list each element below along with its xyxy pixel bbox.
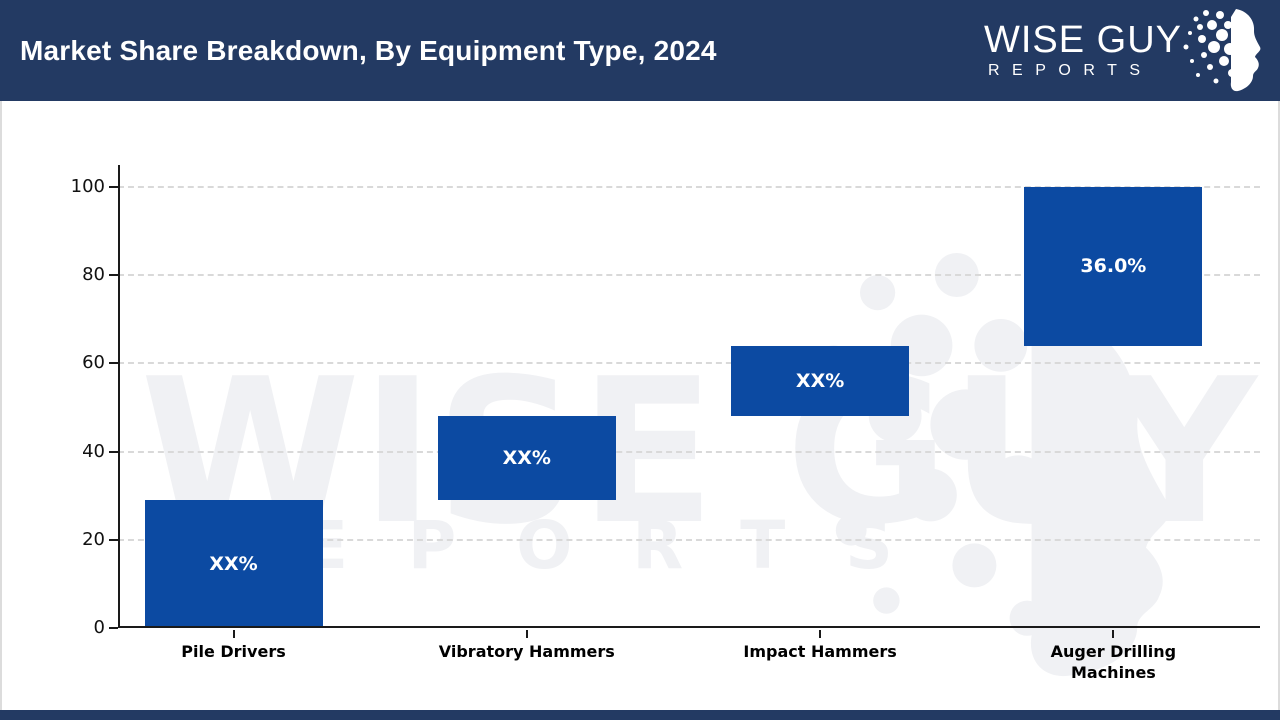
x-tick: [819, 630, 822, 638]
bar-segment: XX%: [731, 345, 910, 417]
x-tick: [1112, 630, 1115, 638]
bar-segment: XX%: [144, 500, 323, 628]
y-tick-100: [109, 186, 118, 188]
y-axis-line: [118, 165, 120, 628]
watermark-face-icon: [802, 248, 1170, 677]
y-tick-40: [109, 450, 118, 453]
gridline-40: [118, 450, 1260, 453]
y-tick-80: [109, 274, 118, 277]
bar-value-label: XX%: [795, 370, 845, 393]
x-tick: [525, 630, 528, 638]
bar-segment: XX%: [437, 416, 616, 501]
logo-subtitle: REPORTS: [987, 62, 1153, 79]
bar-value-label: XX%: [209, 553, 258, 576]
y-tick-label-100: 100: [70, 176, 105, 197]
y-tick-label-20: 20: [82, 528, 105, 550]
x-axis-line: [118, 626, 1260, 628]
bar-value-label: 36.0%: [1080, 255, 1147, 278]
x-category-label: Impact Hammers: [743, 642, 897, 661]
footer-band: [0, 710, 1280, 720]
chart-card: WISE GUY REPORTS 0 20 40 60 80 100 XX% XX% XX% 36…: [0, 101, 1280, 710]
gridline-20: [118, 538, 1260, 541]
y-tick-label-0: 0: [93, 617, 105, 638]
plot-area: 0 20 40 60 80 100 XX% XX% XX% 36.0% Pile Drivers Vi…: [2, 101, 1280, 710]
x-category-label: Auger Drilling Machines: [1050, 642, 1177, 682]
wiseguy-logo-text: WISE GUY REPORTS: [984, 21, 1182, 80]
x-tick: [232, 630, 235, 638]
x-category-label: Pile Drivers: [181, 642, 286, 661]
wiseguy-logo: WISE GUY REPORTS: [984, 5, 1280, 97]
gridline-100: [118, 186, 1260, 188]
x-category-label: Vibratory Hammers: [438, 642, 615, 661]
gridline-60: [118, 362, 1260, 365]
wiseguy-face-icon: [1183, 8, 1261, 91]
y-tick-label-60: 60: [82, 352, 105, 374]
gridline-80: [118, 274, 1260, 277]
y-tick-0: [109, 627, 118, 629]
y-tick-label-80: 80: [82, 264, 105, 286]
y-tick-60: [109, 362, 118, 365]
bar-segment: 36.0%: [1024, 187, 1203, 346]
logo-wordmark: WISE GUY: [983, 19, 1182, 61]
chart-title: Market Share Breakdown, By Equipment Typ…: [20, 34, 717, 66]
y-tick-20: [109, 538, 118, 541]
y-tick-label-40: 40: [82, 440, 105, 462]
bar-value-label: XX%: [502, 447, 551, 470]
header-band: Market Share Breakdown, By Equipment Typ…: [0, 0, 1280, 101]
